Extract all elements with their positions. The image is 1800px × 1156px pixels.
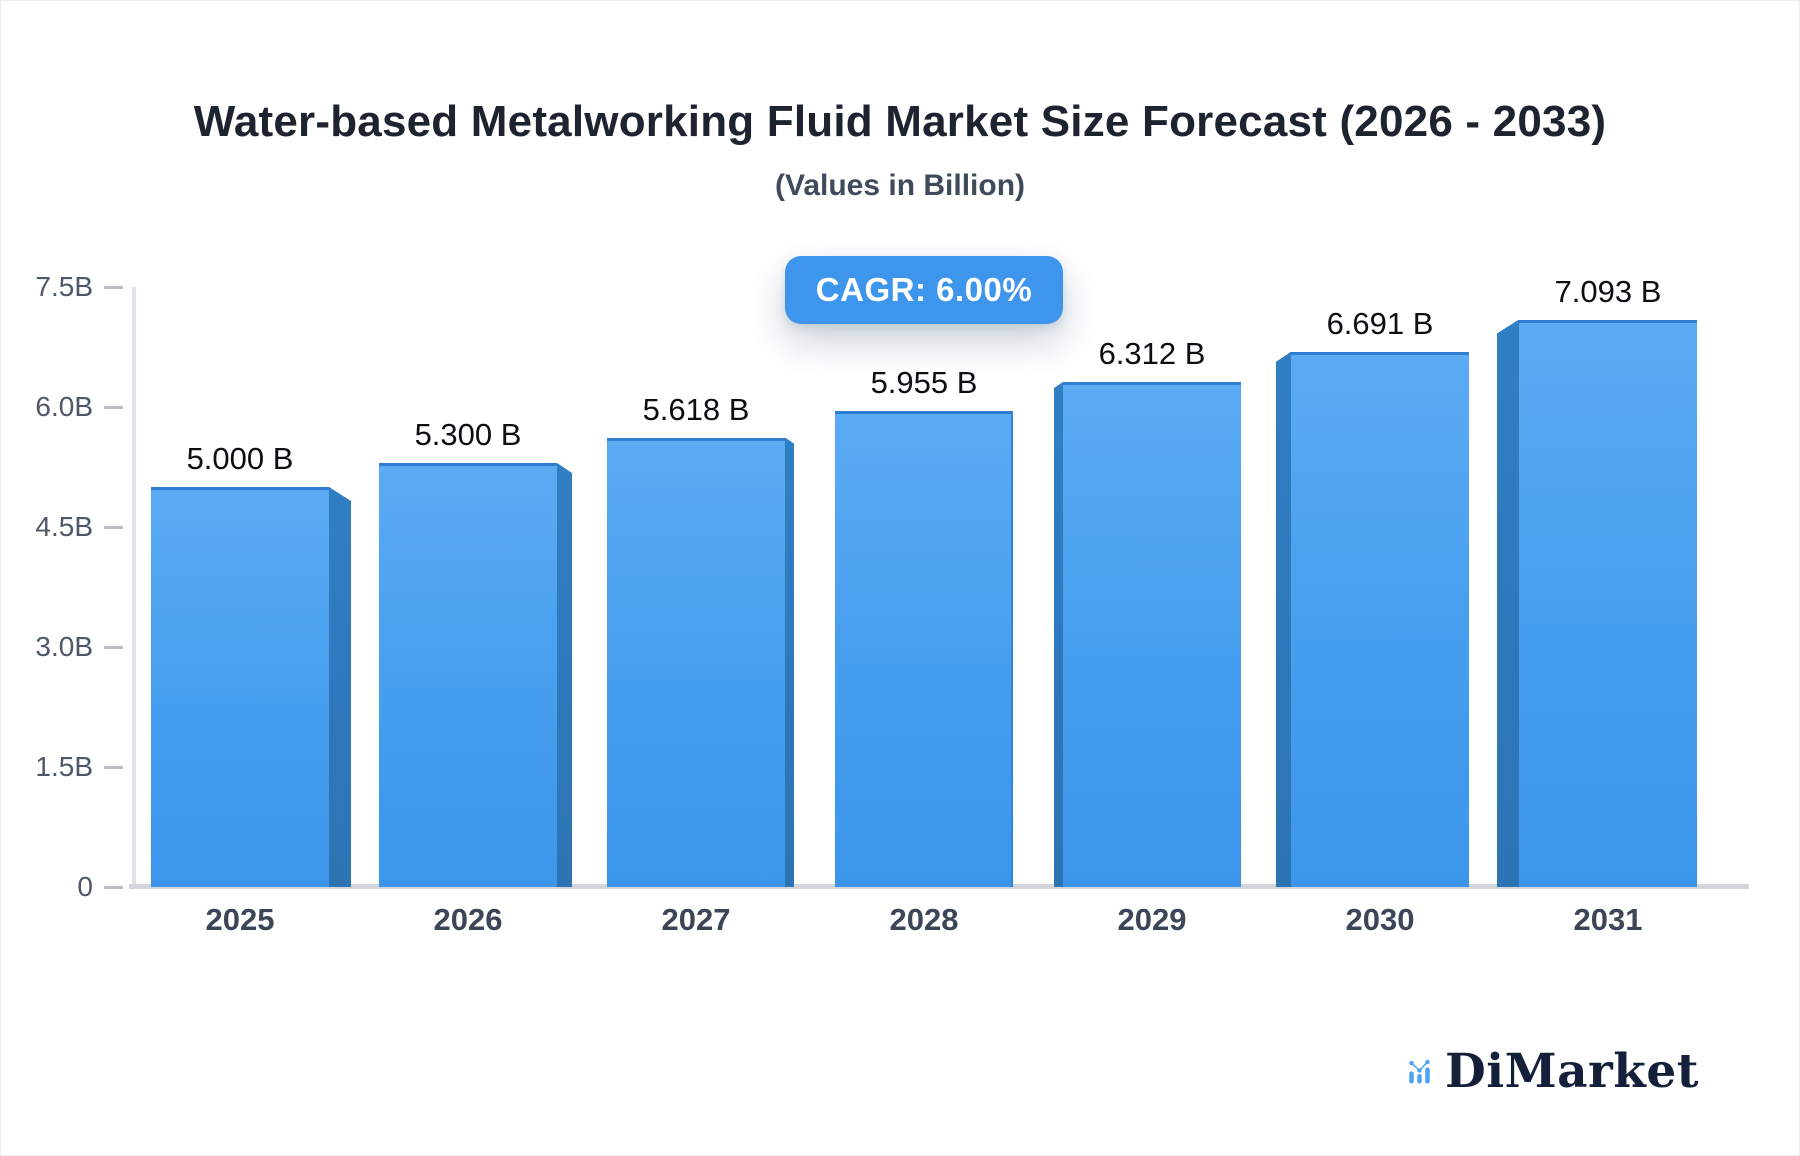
- y-tick-mark: [104, 526, 123, 529]
- bar-side-panel: [1054, 382, 1063, 887]
- cagr-badge: CAGR: 6.00%: [785, 256, 1063, 324]
- brand-name: DiMarket: [1444, 1043, 1699, 1099]
- bar-2028: [835, 410, 1013, 887]
- x-axis-label-2027: 2027: [661, 902, 731, 937]
- bar-2030: [1291, 351, 1469, 887]
- y-tick-mark: [104, 406, 123, 409]
- bar-value-label: 5.955 B: [870, 364, 978, 400]
- bar-2027: [607, 437, 785, 887]
- bar-side-panel: [1497, 319, 1519, 887]
- bar-2029: [1063, 382, 1241, 887]
- bar-value-label: 5.618 B: [642, 391, 750, 427]
- bar-value-label: 6.691 B: [1326, 305, 1434, 341]
- y-tick-mark: [104, 286, 123, 289]
- x-axis-label-2025: 2025: [205, 902, 275, 937]
- x-axis-label-2026: 2026: [433, 902, 503, 937]
- y-axis-line: [132, 287, 136, 887]
- bar-side-panel: [785, 437, 794, 887]
- y-tick-mark: [104, 886, 123, 889]
- x-axis-label-2031: 2031: [1573, 902, 1643, 937]
- x-axis-label-2028: 2028: [889, 902, 959, 937]
- y-tick-label: 6.0B: [35, 391, 93, 422]
- cagr-badge-label: CAGR: 6.00%: [815, 271, 1033, 308]
- y-tick-label: 1.5B: [35, 751, 93, 782]
- bar-side-panel: [329, 487, 351, 887]
- bar-value-label: 5.000 B: [186, 441, 294, 476]
- y-tick-mark: [104, 766, 123, 769]
- bar-value-label: 5.300 B: [414, 417, 522, 452]
- y-tick-label: 0: [77, 871, 93, 902]
- bar-2025: [151, 487, 329, 887]
- bar-value-label: 7.093 B: [1554, 273, 1662, 309]
- brand-watermark: DiMarket: [1409, 1031, 1699, 1111]
- bar-value-label: 6.312 B: [1098, 336, 1206, 372]
- bar-side-panel: [1276, 351, 1291, 887]
- chart-title: Water-based Metalworking Fluid Market Si…: [193, 97, 1607, 146]
- y-tick-mark: [104, 646, 123, 649]
- y-tick-label: 3.0B: [35, 631, 93, 662]
- bar-2031: [1519, 319, 1697, 887]
- bar-2026: [379, 463, 557, 887]
- x-axis-label-2029: 2029: [1117, 902, 1187, 937]
- y-tick-label: 7.5B: [35, 271, 93, 302]
- y-tick-label: 4.5B: [35, 511, 93, 542]
- bar-side-panel: [557, 463, 572, 887]
- mini-bar-chart-icon: [1409, 1059, 1430, 1084]
- x-axis-label-2030: 2030: [1345, 902, 1415, 937]
- chart-subtitle: (Values in Billion): [774, 169, 1026, 202]
